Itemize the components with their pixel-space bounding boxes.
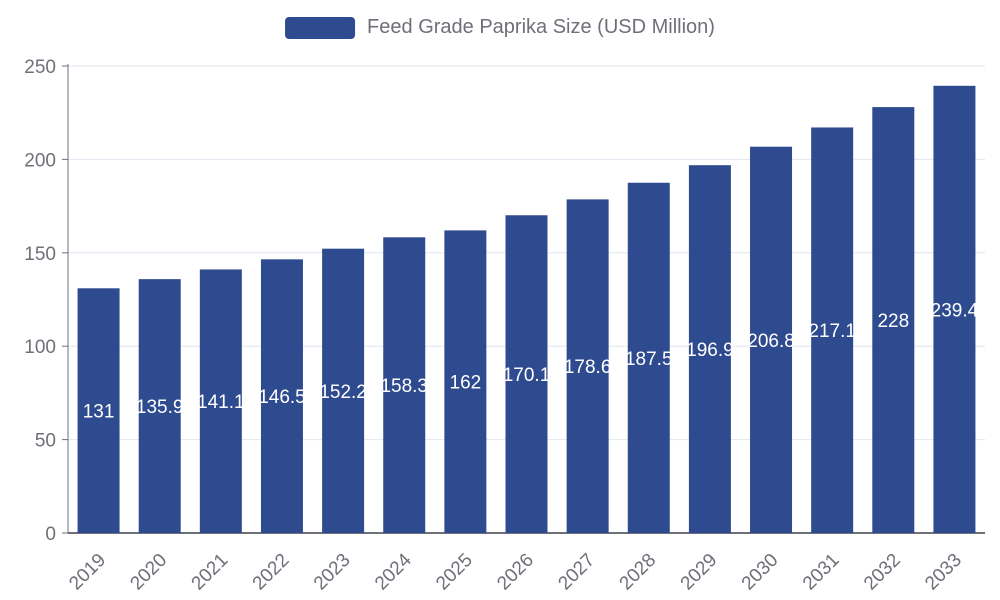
legend[interactable]: Feed Grade Paprika Size (USD Million) xyxy=(285,16,715,39)
bar-value-label: 217.1 xyxy=(808,321,856,342)
bar[interactable] xyxy=(811,127,854,533)
x-axis-tick-label: 2019 xyxy=(65,550,110,595)
bar[interactable] xyxy=(872,107,915,533)
bar-value-label: 239.4 xyxy=(931,300,979,321)
bar[interactable] xyxy=(505,215,548,533)
bar-value-label: 141.1 xyxy=(197,392,245,413)
x-axis-tick-label: 2028 xyxy=(616,550,661,595)
y-axis-tick-label: 100 xyxy=(24,337,56,358)
bar[interactable] xyxy=(77,288,120,533)
x-axis-tick-label: 2033 xyxy=(921,550,966,595)
x-axis-tick-label: 2026 xyxy=(493,550,538,595)
bar-value-label: 131 xyxy=(83,402,115,423)
bar[interactable] xyxy=(260,259,303,533)
x-axis-tick-label: 2025 xyxy=(432,550,477,595)
bar[interactable] xyxy=(322,248,365,533)
legend-label: Feed Grade Paprika Size (USD Million) xyxy=(367,16,715,38)
bar-value-label: 170.1 xyxy=(503,365,551,386)
bar[interactable] xyxy=(627,182,670,533)
bar-value-label: 178.6 xyxy=(564,357,612,378)
bar[interactable] xyxy=(444,230,487,533)
x-axis-tick-label: 2029 xyxy=(677,550,722,595)
bar[interactable] xyxy=(566,199,609,534)
x-axis-tick-label: 2027 xyxy=(554,550,599,595)
y-axis-tick-label: 200 xyxy=(24,150,56,171)
x-axis-tick-label: 2021 xyxy=(188,550,233,595)
legend-swatch-icon xyxy=(285,16,356,39)
bar-value-label: 228 xyxy=(877,311,909,332)
x-axis-tick-label: 2024 xyxy=(371,549,416,594)
bar-value-label: 158.3 xyxy=(380,376,428,397)
x-axis-tick-label: 2031 xyxy=(799,550,844,595)
bar-value-label: 206.8 xyxy=(747,331,795,352)
bar-value-label: 135.9 xyxy=(136,397,184,418)
bar-value-label: 196.9 xyxy=(686,340,734,361)
x-axis-tick-label: 2020 xyxy=(126,550,171,595)
x-axis-tick-label: 2023 xyxy=(310,550,355,595)
bar-value-label: 162 xyxy=(450,373,482,394)
bar[interactable] xyxy=(138,279,181,533)
bar[interactable] xyxy=(933,85,976,534)
y-axis-tick-label: 150 xyxy=(24,244,56,265)
bar-value-label: 187.5 xyxy=(625,349,673,370)
y-axis-tick-label: 250 xyxy=(24,57,56,78)
x-axis-tick-label: 2030 xyxy=(738,550,783,595)
bar[interactable] xyxy=(750,146,793,533)
x-axis-tick-label: 2022 xyxy=(249,550,294,595)
bar[interactable] xyxy=(688,165,731,533)
y-axis-tick-label: 50 xyxy=(35,431,56,452)
bar[interactable] xyxy=(199,269,242,533)
bar[interactable] xyxy=(383,237,426,533)
bar-value-label: 146.5 xyxy=(258,387,306,408)
x-axis-tick-label: 2032 xyxy=(860,550,905,595)
y-axis-tick-label: 0 xyxy=(45,524,56,545)
bar-value-label: 152.2 xyxy=(319,382,367,403)
